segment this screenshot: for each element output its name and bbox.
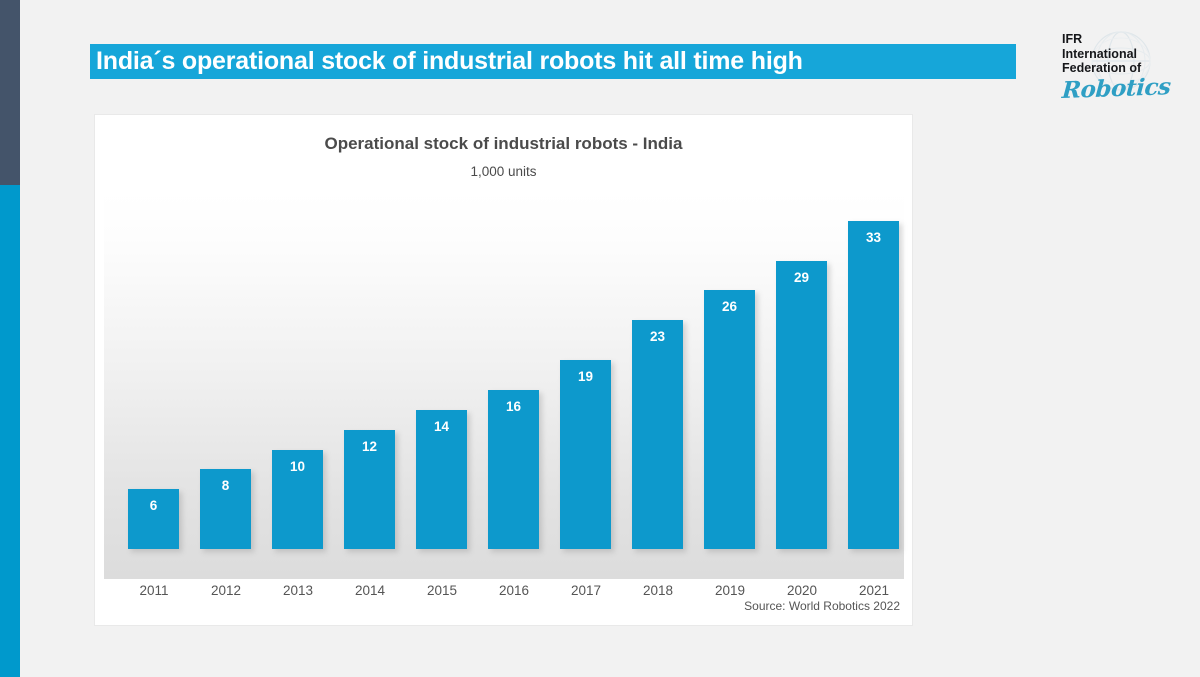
bar-group: 6 2011 — [118, 191, 190, 598]
bar[interactable]: 23 — [632, 320, 683, 549]
bar-series: 6 2011 8 2012 10 2013 12 2014 14 2015 16 2016 19 2017… — [104, 191, 904, 598]
x-axis-tick-label: 2015 — [426, 583, 458, 598]
chart-title: Operational stock of industrial robots -… — [324, 134, 683, 153]
x-axis-tick-label: 2012 — [210, 583, 242, 598]
bar-value-label: 16 — [505, 399, 522, 414]
bar-value-label: 12 — [361, 439, 378, 454]
x-axis-tick-label: 2016 — [498, 583, 530, 598]
bar[interactable]: 8 — [200, 469, 251, 549]
ifr-logo-line-1: IFR — [1062, 32, 1083, 46]
left-edge-stripe-dark — [0, 0, 20, 185]
bar[interactable]: 12 — [344, 430, 395, 549]
bar-group: 14 2015 — [406, 191, 478, 598]
bar[interactable]: 26 — [704, 290, 755, 549]
bar-value-label: 6 — [149, 498, 158, 513]
bar[interactable]: 6 — [128, 489, 179, 549]
ifr-logo-wordmark: IFR International Federation of — [1062, 32, 1182, 76]
chart-panel: Operational stock of industrial robots -… — [94, 114, 913, 626]
bar-value-label: 8 — [221, 478, 230, 493]
ifr-logo-line-3: Federation of — [1062, 61, 1142, 75]
bar-group: 10 2013 — [262, 191, 334, 598]
bar-group: 8 2012 — [190, 191, 262, 598]
bar[interactable]: 33 — [848, 221, 899, 549]
slide-headline-band: India´s operational stock of industrial … — [90, 44, 1016, 79]
bar-group: 29 2020 — [766, 191, 838, 598]
x-axis-tick-label: 2011 — [139, 583, 169, 598]
x-axis-tick-label: 2020 — [786, 583, 818, 598]
bar[interactable]: 29 — [776, 261, 827, 549]
bar-group: 23 2018 — [622, 191, 694, 598]
bar-group: 26 2019 — [694, 191, 766, 598]
bar-group: 16 2016 — [478, 191, 550, 598]
bar-value-label: 19 — [577, 369, 594, 384]
x-axis-tick-label: 2014 — [354, 583, 386, 598]
chart-source-note: Source: World Robotics 2022 — [744, 599, 900, 613]
slide-headline-text: India´s operational stock of industrial … — [96, 47, 803, 75]
bar-value-label: 10 — [289, 459, 306, 474]
x-axis-tick-label: 2017 — [570, 583, 602, 598]
bar-group: 12 2014 — [334, 191, 406, 598]
x-axis-tick-label: 2013 — [282, 583, 314, 598]
bar-value-label: 33 — [865, 230, 882, 245]
ifr-logo-line-2: International — [1062, 46, 1138, 61]
bar-value-label: 14 — [433, 419, 450, 434]
x-axis-tick-label: 2019 — [714, 583, 746, 598]
left-edge-stripe-blue — [0, 185, 20, 677]
globe-icon — [1091, 31, 1151, 91]
bar-group: 33 2021 — [838, 191, 910, 598]
x-axis-tick-label: 2018 — [642, 583, 674, 598]
ifr-logo-script-robotics: Robotics — [1061, 72, 1172, 104]
x-axis-tick-label: 2021 — [858, 583, 890, 598]
bar[interactable]: 16 — [488, 390, 539, 549]
bar[interactable]: 10 — [272, 450, 323, 549]
bar-value-label: 23 — [649, 329, 666, 344]
plot-area: 6 2011 8 2012 10 2013 12 2014 14 2015 16 2016 19 2017… — [104, 191, 904, 598]
bar-group: 19 2017 — [550, 191, 622, 598]
bar-value-label: 26 — [721, 299, 738, 314]
bar-value-label: 29 — [793, 270, 810, 285]
bar[interactable]: 14 — [416, 410, 467, 549]
bar[interactable]: 19 — [560, 360, 611, 549]
chart-subtitle-units: 1,000 units — [470, 164, 537, 179]
ifr-logo: IFR International Federation of Robotics — [1061, 31, 1182, 112]
